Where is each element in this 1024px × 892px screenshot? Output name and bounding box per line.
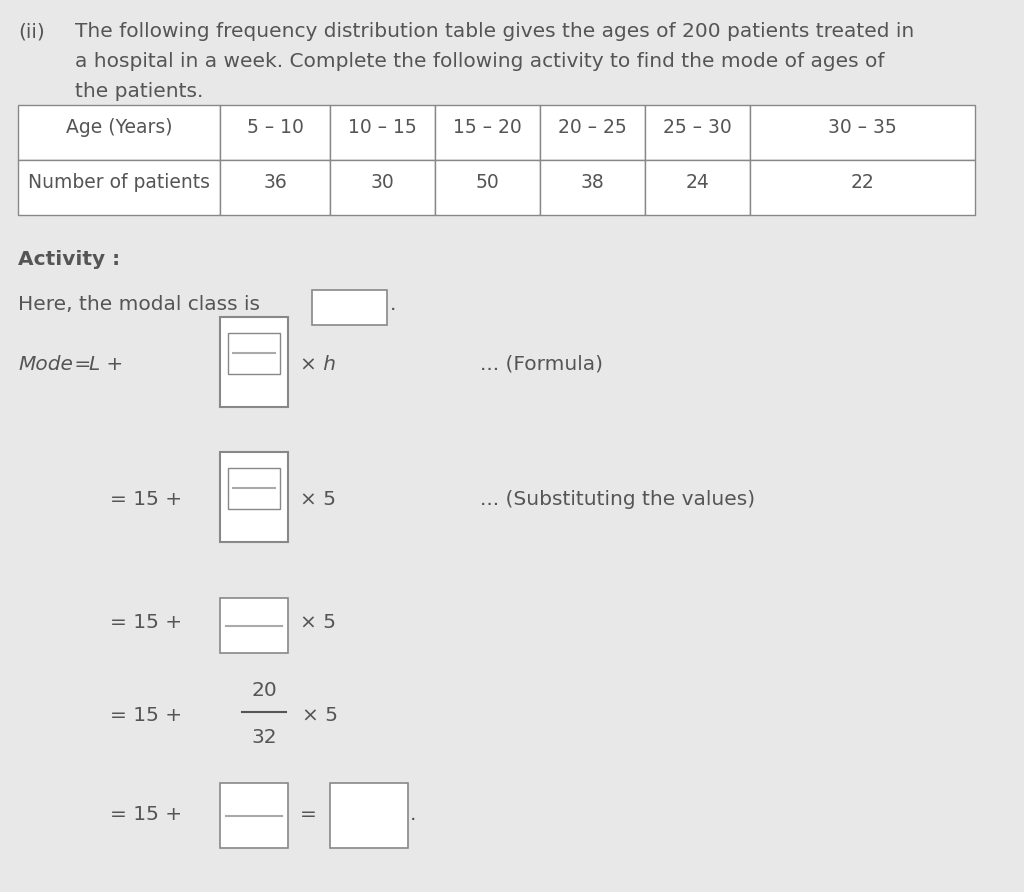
- Bar: [750, 160, 975, 215]
- Text: = 15 +: = 15 +: [110, 490, 182, 509]
- Bar: [220, 598, 288, 653]
- Text: 24: 24: [685, 173, 710, 192]
- Text: .: .: [410, 805, 417, 824]
- Text: 30: 30: [371, 173, 394, 192]
- Bar: [220, 452, 288, 542]
- Text: ... (Formula): ... (Formula): [480, 355, 603, 374]
- Text: =: =: [300, 805, 316, 824]
- Text: × 5: × 5: [300, 613, 336, 632]
- Text: 25 – 30: 25 – 30: [664, 118, 732, 137]
- Text: 15 – 20: 15 – 20: [454, 118, 522, 137]
- Text: 10 – 15: 10 – 15: [348, 118, 417, 137]
- Text: 5 – 10: 5 – 10: [247, 118, 303, 137]
- Text: The following frequency distribution table gives the ages of 200 patients treate: The following frequency distribution tab…: [75, 22, 914, 41]
- Text: ... (Substituting the values): ... (Substituting the values): [480, 490, 755, 509]
- Text: 32: 32: [251, 728, 276, 747]
- Bar: [435, 105, 540, 160]
- Text: +: +: [100, 355, 130, 374]
- Text: = 15 +: = 15 +: [110, 805, 182, 824]
- Text: Here, the modal class is: Here, the modal class is: [18, 295, 260, 314]
- Bar: [228, 333, 280, 374]
- Text: (ii): (ii): [18, 22, 45, 41]
- Bar: [220, 317, 288, 407]
- Text: 22: 22: [851, 173, 874, 192]
- Text: = 15 +: = 15 +: [110, 613, 182, 632]
- Bar: [435, 160, 540, 215]
- Bar: [18, 105, 220, 160]
- Text: 50: 50: [475, 173, 500, 192]
- Text: a hospital in a week. Complete the following activity to find the mode of ages o: a hospital in a week. Complete the follo…: [75, 52, 885, 71]
- Bar: [220, 783, 288, 848]
- Text: × 5: × 5: [302, 706, 338, 725]
- Bar: [540, 160, 645, 215]
- Text: 30 – 35: 30 – 35: [828, 118, 897, 137]
- Text: Age (Years): Age (Years): [66, 118, 172, 137]
- Text: = 15 +: = 15 +: [110, 706, 182, 725]
- Text: the patients.: the patients.: [75, 82, 204, 101]
- Text: 36: 36: [263, 173, 287, 192]
- Bar: [330, 105, 435, 160]
- Text: 20 – 25: 20 – 25: [558, 118, 627, 137]
- Bar: [220, 160, 330, 215]
- Bar: [540, 105, 645, 160]
- Bar: [330, 160, 435, 215]
- Bar: [312, 290, 387, 325]
- Text: × h: × h: [300, 355, 336, 374]
- Text: Activity :: Activity :: [18, 250, 120, 269]
- Bar: [750, 105, 975, 160]
- Bar: [228, 468, 280, 508]
- Text: L: L: [88, 355, 99, 374]
- Text: × 5: × 5: [300, 490, 336, 509]
- Bar: [645, 160, 750, 215]
- Text: 20: 20: [251, 681, 276, 700]
- Bar: [18, 160, 220, 215]
- Bar: [330, 783, 408, 848]
- Text: 38: 38: [581, 173, 604, 192]
- Text: Mode: Mode: [18, 355, 73, 374]
- Text: =: =: [68, 355, 97, 374]
- Text: Number of patients: Number of patients: [28, 173, 210, 192]
- Text: .: .: [390, 295, 396, 314]
- Bar: [645, 105, 750, 160]
- Bar: [220, 105, 330, 160]
